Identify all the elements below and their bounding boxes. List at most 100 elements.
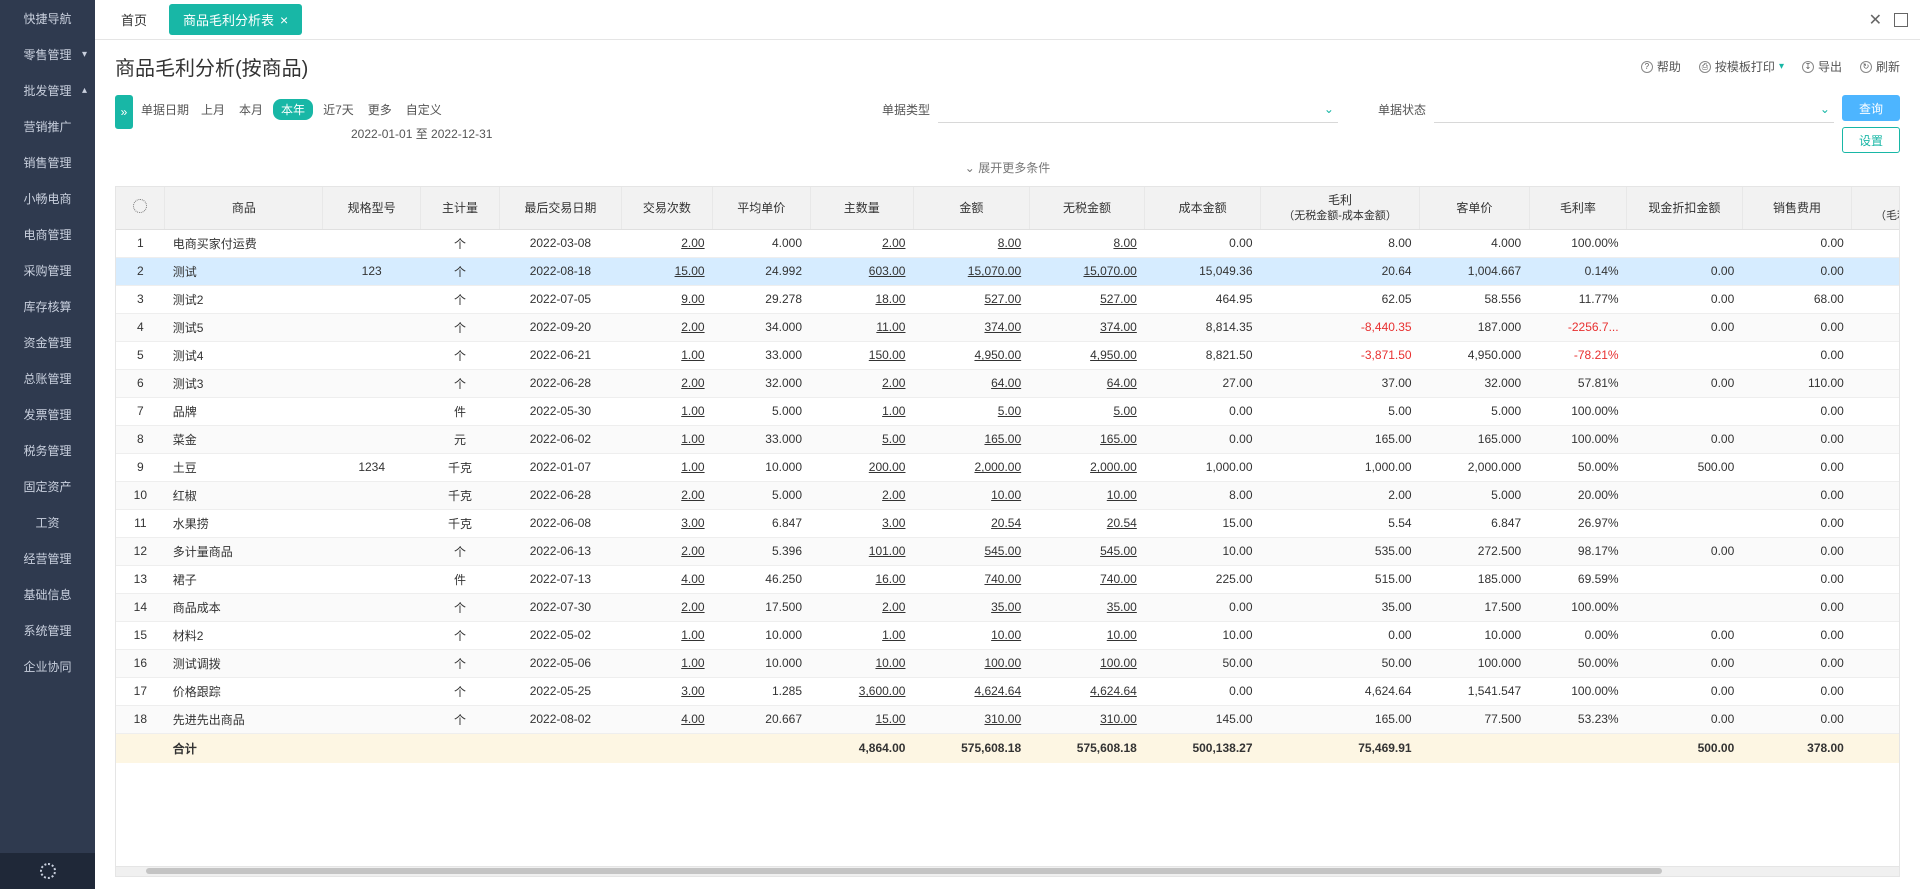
- table-row[interactable]: 7品牌件2022-05-301.005.0001.005.005.000.005…: [116, 397, 1900, 425]
- col-spec[interactable]: 规格型号: [323, 187, 420, 229]
- cell-link[interactable]: 2.00: [681, 236, 704, 250]
- cell-link[interactable]: 64.00: [1107, 376, 1137, 390]
- tab-home[interactable]: 首页: [107, 4, 161, 35]
- cell-link[interactable]: 2.00: [882, 600, 905, 614]
- table-row[interactable]: 4测试5个2022-09-202.0034.00011.00374.00374.…: [116, 313, 1900, 341]
- sidebar-item-15[interactable]: 经营管理: [0, 540, 95, 576]
- table-row[interactable]: 9土豆1234千克2022-01-071.0010.000200.002,000…: [116, 453, 1900, 481]
- cell-link[interactable]: 10.00: [991, 628, 1021, 642]
- sidebar-item-18[interactable]: 企业协同: [0, 648, 95, 684]
- cell-link[interactable]: 18.00: [875, 292, 905, 306]
- cell-link[interactable]: 10.00: [991, 488, 1021, 502]
- col-amount[interactable]: 金额: [913, 187, 1029, 229]
- cell-link[interactable]: 527.00: [1100, 292, 1137, 306]
- query-button[interactable]: 查询: [1842, 95, 1900, 121]
- col-saleFee[interactable]: 销售费用: [1742, 187, 1852, 229]
- date-opt[interactable]: 本年: [273, 99, 313, 120]
- cell-link[interactable]: 165.00: [984, 432, 1021, 446]
- table-row[interactable]: 18先进先出商品个2022-08-024.0020.66715.00310.00…: [116, 705, 1900, 733]
- horizontal-scrollbar[interactable]: [115, 867, 1900, 877]
- table-row[interactable]: 3测试2个2022-07-059.0029.27818.00527.00527.…: [116, 285, 1900, 313]
- table-row[interactable]: 17价格跟踪个2022-05-253.001.2853,600.004,624.…: [116, 677, 1900, 705]
- cell-link[interactable]: 5.00: [998, 404, 1021, 418]
- cell-link[interactable]: 11.00: [876, 320, 905, 334]
- sidebar-item-9[interactable]: 资金管理: [0, 324, 95, 360]
- cell-link[interactable]: 740.00: [1100, 572, 1137, 586]
- print-button[interactable]: ⎙按模板打印▾: [1699, 58, 1784, 75]
- cell-link[interactable]: 740.00: [984, 572, 1021, 586]
- sidebar-item-11[interactable]: 发票管理: [0, 396, 95, 432]
- cell-link[interactable]: 3.00: [681, 516, 704, 530]
- cell-link[interactable]: 310.00: [984, 712, 1021, 726]
- date-opt[interactable]: 更多: [364, 99, 396, 120]
- sidebar-settings[interactable]: [0, 853, 95, 889]
- table-row[interactable]: 8菜金元2022-06-021.0033.0005.00165.00165.00…: [116, 425, 1900, 453]
- sidebar-item-1[interactable]: 零售管理: [0, 36, 95, 72]
- cell-link[interactable]: 1.00: [681, 404, 704, 418]
- cell-link[interactable]: 2,000.00: [974, 460, 1021, 474]
- cell-link[interactable]: 4,624.64: [1090, 684, 1137, 698]
- sidebar-item-2[interactable]: 批发管理: [0, 72, 95, 108]
- col-tradeCount[interactable]: 交易次数: [621, 187, 712, 229]
- fullscreen-icon[interactable]: [1894, 13, 1908, 27]
- table-settings-icon[interactable]: [133, 199, 147, 213]
- type-select[interactable]: ⌄: [938, 95, 1338, 123]
- cell-link[interactable]: 150.00: [869, 348, 906, 362]
- date-opt[interactable]: 近7天: [319, 99, 358, 120]
- col-mainQty[interactable]: 主数量: [810, 187, 913, 229]
- data-table-scroll[interactable]: 商品规格型号主计量最后交易日期交易次数平均单价主数量金额无税金额成本金额毛利（无…: [115, 186, 1900, 867]
- cell-link[interactable]: 15,070.00: [968, 264, 1021, 278]
- cell-link[interactable]: 9.00: [681, 292, 704, 306]
- cell-link[interactable]: 603.00: [869, 264, 906, 278]
- cell-link[interactable]: 16.00: [875, 572, 905, 586]
- cell-link[interactable]: 527.00: [984, 292, 1021, 306]
- cell-link[interactable]: 15.00: [875, 712, 905, 726]
- cell-link[interactable]: 1.00: [882, 628, 905, 642]
- col-gross[interactable]: 毛利（无税金额-成本金额）: [1261, 187, 1420, 229]
- cell-link[interactable]: 100.00: [984, 656, 1021, 670]
- date-opt[interactable]: 自定义: [402, 99, 446, 120]
- table-row[interactable]: 6测试3个2022-06-282.0032.0002.0064.0064.002…: [116, 369, 1900, 397]
- table-row[interactable]: 14商品成本个2022-07-302.0017.5002.0035.0035.0…: [116, 593, 1900, 621]
- sidebar-item-13[interactable]: 固定资产: [0, 468, 95, 504]
- cell-link[interactable]: 2.00: [681, 488, 704, 502]
- cell-link[interactable]: 15,070.00: [1083, 264, 1136, 278]
- table-row[interactable]: 10红椒千克2022-06-282.005.0002.0010.0010.008…: [116, 481, 1900, 509]
- cell-link[interactable]: 5.00: [882, 432, 905, 446]
- col-avgPrice[interactable]: 平均单价: [713, 187, 810, 229]
- tab-close-all-icon[interactable]: ✕: [1869, 10, 1882, 30]
- cell-link[interactable]: 1.00: [681, 656, 704, 670]
- cell-link[interactable]: 2.00: [681, 600, 704, 614]
- col-perCust[interactable]: 客单价: [1420, 187, 1530, 229]
- cell-link[interactable]: 20.54: [1107, 516, 1137, 530]
- sidebar-item-8[interactable]: 库存核算: [0, 288, 95, 324]
- table-row[interactable]: 12多计量商品个2022-06-132.005.396101.00545.005…: [116, 537, 1900, 565]
- cell-link[interactable]: 1.00: [681, 628, 704, 642]
- cell-link[interactable]: 545.00: [1100, 544, 1137, 558]
- help-button[interactable]: ?帮助: [1641, 58, 1681, 75]
- cell-link[interactable]: 35.00: [991, 600, 1021, 614]
- settings-button[interactable]: 设置: [1842, 127, 1900, 153]
- cell-link[interactable]: 165.00: [1100, 432, 1137, 446]
- cell-link[interactable]: 4,624.64: [974, 684, 1021, 698]
- col-idx[interactable]: [116, 187, 165, 229]
- cell-link[interactable]: 2.00: [882, 236, 905, 250]
- cell-link[interactable]: 10.00: [1107, 488, 1137, 502]
- table-row[interactable]: 11水果捞千克2022-06-083.006.8473.0020.5420.54…: [116, 509, 1900, 537]
- cell-link[interactable]: 10.00: [875, 656, 905, 670]
- cell-link[interactable]: 100.00: [1100, 656, 1137, 670]
- cell-link[interactable]: 2.00: [882, 376, 905, 390]
- cell-link[interactable]: 1.00: [681, 348, 704, 362]
- cell-link[interactable]: 3.00: [681, 684, 704, 698]
- filter-collapse-button[interactable]: »: [115, 95, 133, 129]
- sidebar-item-10[interactable]: 总账管理: [0, 360, 95, 396]
- sidebar-item-0[interactable]: 快捷导航: [0, 0, 95, 36]
- status-select[interactable]: ⌄: [1434, 95, 1834, 123]
- col-cashDisc[interactable]: 现金折扣金额: [1627, 187, 1743, 229]
- cell-link[interactable]: 15.00: [675, 264, 705, 278]
- sidebar-item-16[interactable]: 基础信息: [0, 576, 95, 612]
- cell-link[interactable]: 4.00: [681, 572, 704, 586]
- col-noTax[interactable]: 无税金额: [1029, 187, 1145, 229]
- close-icon[interactable]: ×: [280, 12, 288, 28]
- table-row[interactable]: 15材料2个2022-05-021.0010.0001.0010.0010.00…: [116, 621, 1900, 649]
